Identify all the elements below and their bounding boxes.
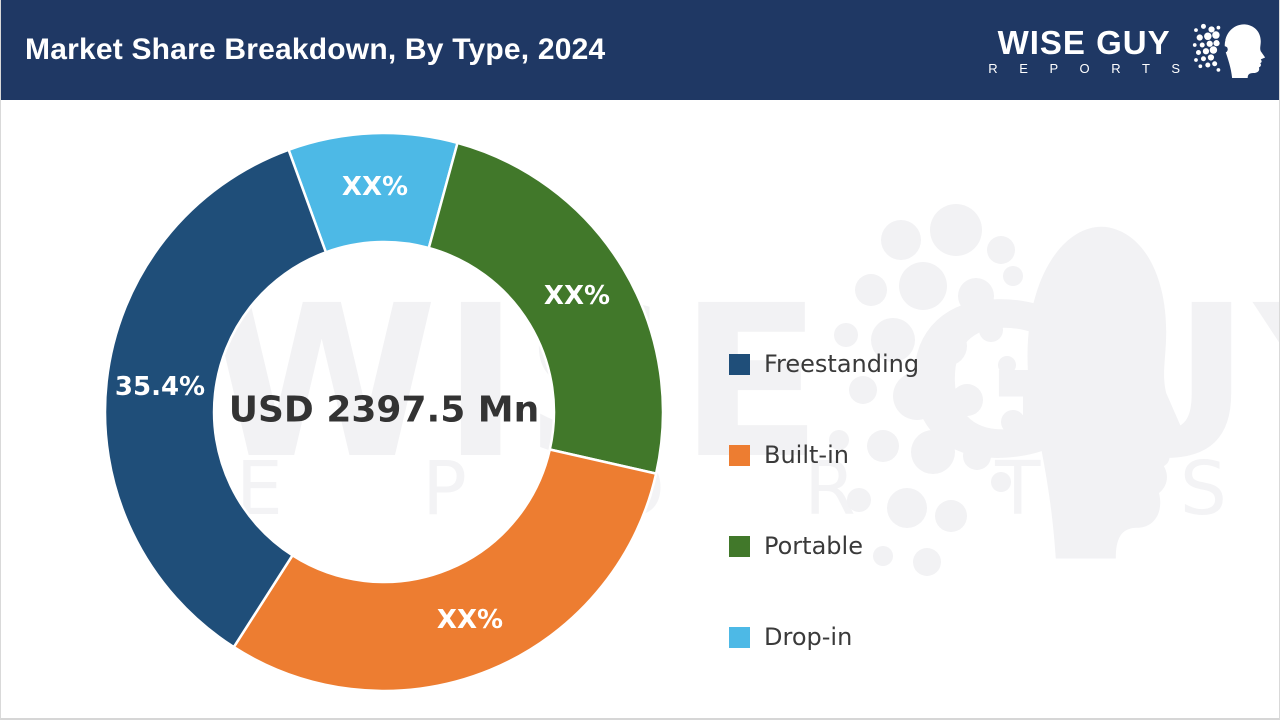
legend-item-portable: Portable [729,534,919,558]
donut-segment-freestanding [103,148,328,649]
donut-segment-built-in [232,448,658,693]
legend-item-drop-in: Drop-in [729,625,919,649]
legend-item-freestanding: Freestanding [729,352,919,376]
segment-value-label: XX% [544,281,610,311]
legend-label: Built-in [764,441,849,469]
segment-value-label: 35.4% [115,372,205,402]
legend-label: Portable [764,532,863,560]
segment-value-label: XX% [437,605,503,635]
brand-logo: WISE GUY R E P O R T S [979,6,1267,94]
header-bar: Market Share Breakdown, By Type, 2024 WI… [1,0,1279,100]
donut-center-value: USD 2397.5 Mn [228,389,540,431]
donut-chart: XX% XX% XX% 35.4% [103,131,665,693]
legend-label: Freestanding [764,350,920,378]
donut-segment-portable [427,141,665,475]
legend-swatch [729,353,750,375]
legend-swatch [729,444,750,466]
brand-name: WISE GUY [997,23,1171,61]
legend-label: Drop-in [764,623,853,651]
segment-value-label: XX% [342,172,408,202]
chart-area: WISE GUY E P O R T S XX%XX%XX%35.4% USD … [1,100,1279,718]
chart-legend: Freestanding Built-in Portable Drop-in [729,352,919,716]
legend-item-built-in: Built-in [729,443,919,467]
head-profile-dots-watermark [829,204,1183,576]
head-profile-dots-icon [1192,23,1266,79]
brand-subname: R E P O R T S [988,60,1189,76]
legend-swatch [729,626,750,648]
legend-swatch [729,535,750,557]
brand-logo-text: WISE GUY R E P O R T S [979,24,1189,76]
page-title: Market Share Breakdown, By Type, 2024 [25,33,606,66]
